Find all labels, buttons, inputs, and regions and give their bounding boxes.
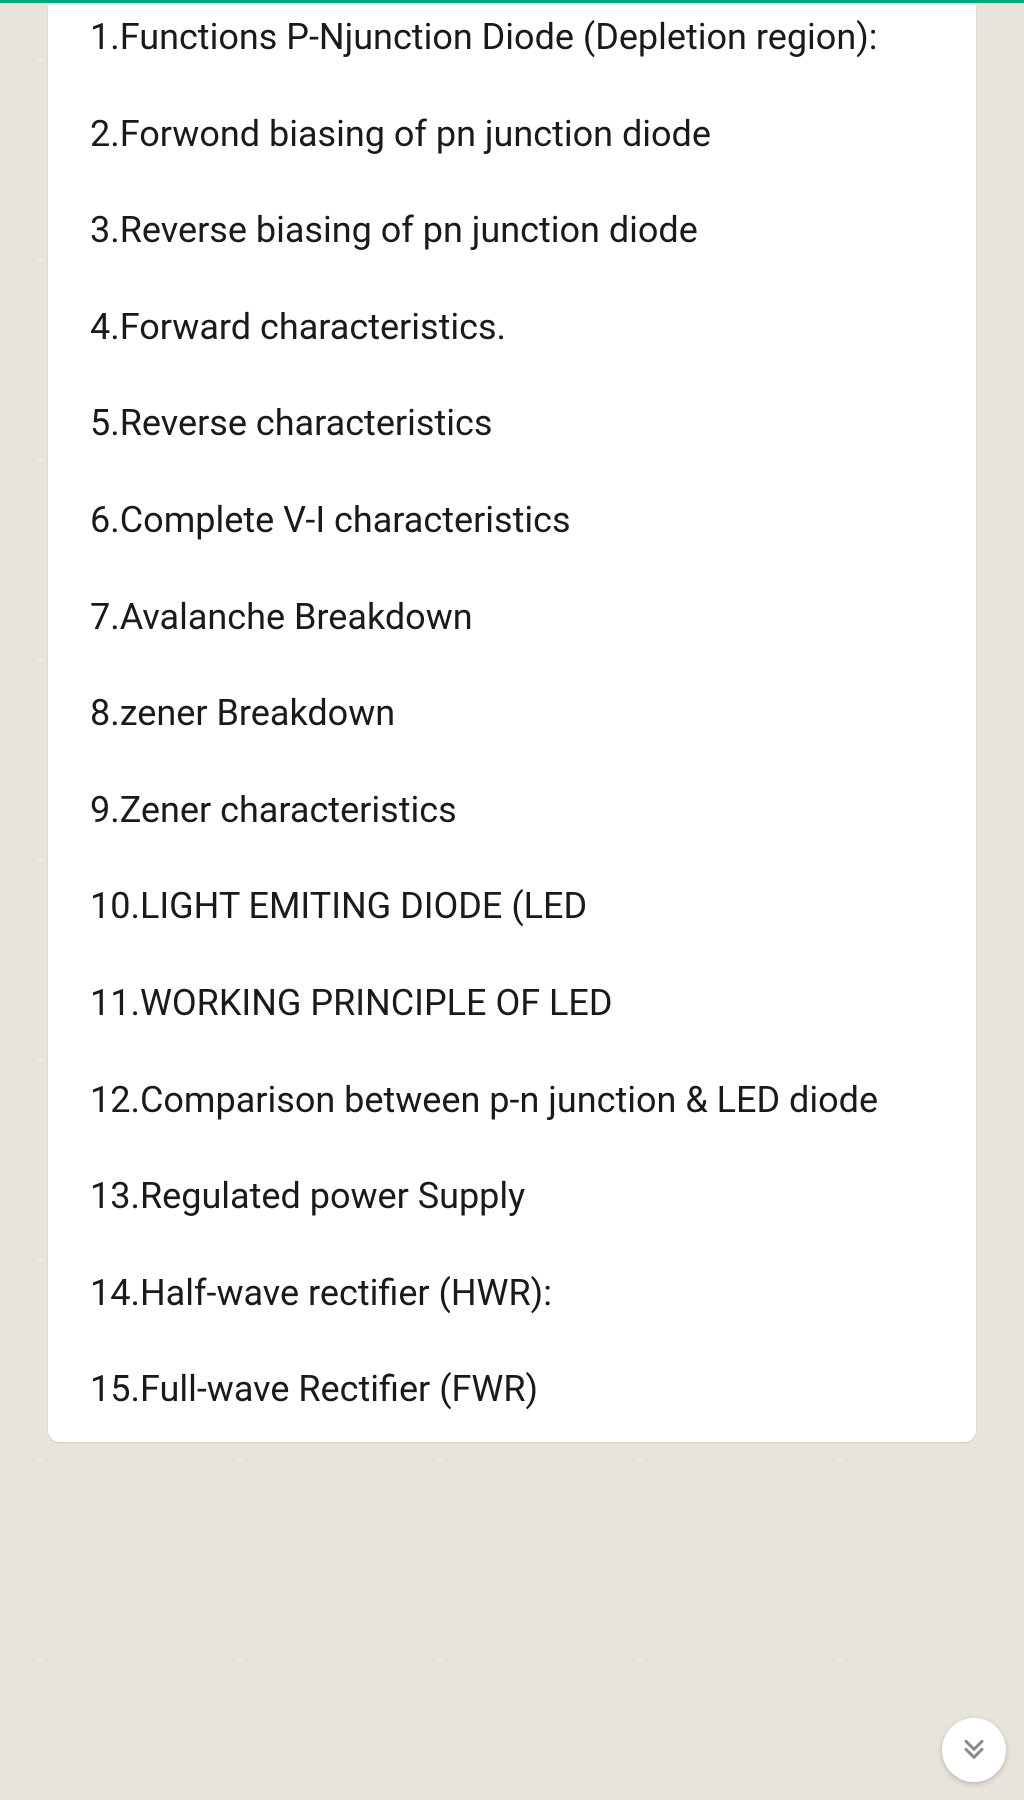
list-item: 12.Comparison between p-n junction & LED… [90, 1076, 934, 1125]
message-bubble: 1.Functions P-Njunction Diode (Depletion… [48, 5, 976, 1442]
list-item: 13.Regulated power Supply [90, 1172, 934, 1221]
list-item: 15.Full-wave Rectifier (FWR) [90, 1365, 934, 1414]
list-item: 3.Reverse biasing of pn junction diode [90, 206, 934, 255]
list-item: 10.LIGHT EMITING DIODE (LED [90, 882, 934, 931]
list-item: 1.Functions P-Njunction Diode (Depletion… [90, 13, 934, 62]
list-item: 8.zener Breakdown [90, 689, 934, 738]
list-item: 2.Forwond biasing of pn junction diode [90, 110, 934, 159]
list-item: 7.Avalanche Breakdown [90, 593, 934, 642]
chevron-double-down-icon [958, 1732, 990, 1768]
list-item: 4.Forward characteristics. [90, 303, 934, 352]
list-item: 5.Reverse characteristics [90, 399, 934, 448]
list-item: 14.Half-wave rectifier (HWR): [90, 1269, 934, 1318]
accent-bar [0, 0, 1024, 3]
list-item: 6.Complete V-I characteristics [90, 496, 934, 545]
scroll-to-bottom-button[interactable] [942, 1718, 1006, 1782]
list-item: 9.Zener characteristics [90, 786, 934, 835]
list-item: 11.WORKING PRINCIPLE OF LED [90, 979, 934, 1028]
